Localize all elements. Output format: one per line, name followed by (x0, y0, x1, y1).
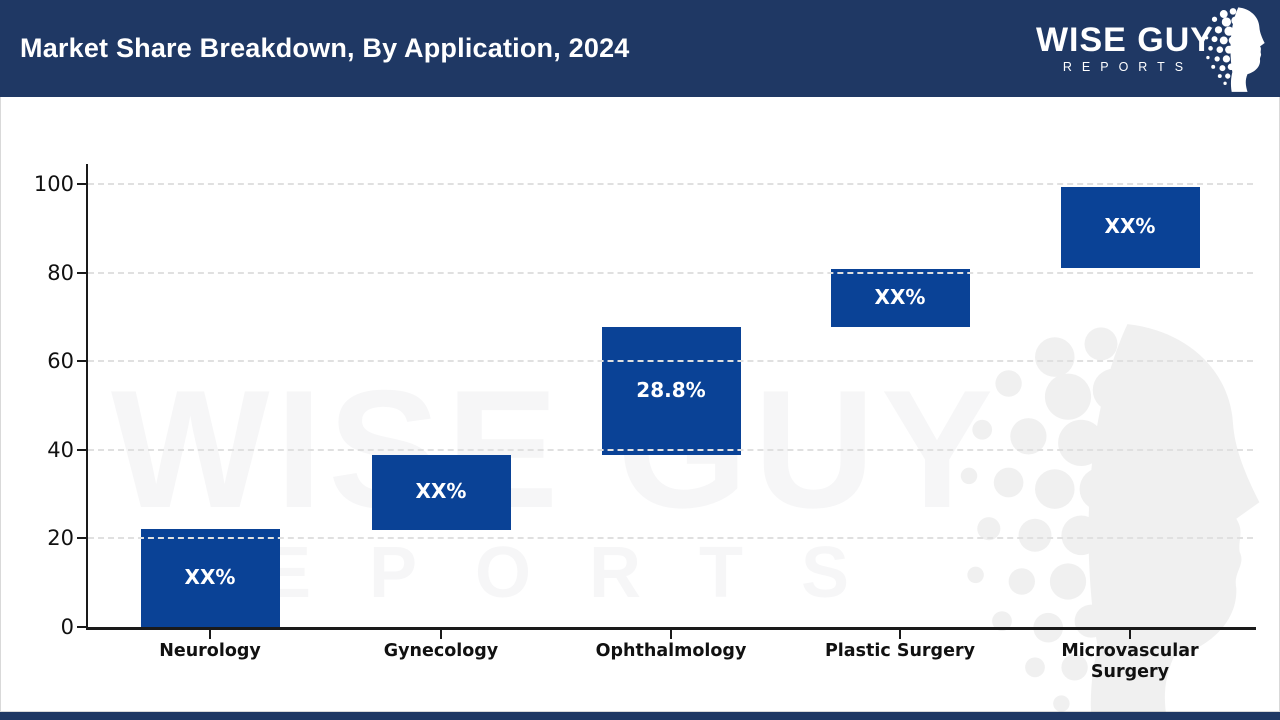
chart-title: Market Share Breakdown, By Application, … (20, 33, 630, 63)
gridline-20 (88, 537, 1253, 540)
y-tick-label-40: 40 (47, 437, 74, 462)
category-label-neurology: Neurology (159, 641, 261, 661)
y-tick-80 (77, 271, 86, 274)
x-axis-line (86, 627, 1256, 630)
y-tick-40 (77, 448, 86, 451)
category-label-ophthalmology: Ophthalmology (595, 641, 747, 661)
x-tick-2 (670, 630, 672, 639)
bar-microvascular: XX% (1060, 186, 1200, 268)
bar-value-label: XX% (184, 565, 236, 590)
x-tick-1 (440, 630, 442, 639)
y-tick-100 (77, 183, 86, 185)
logo-wordmark: WISE GUY (1035, 21, 1214, 59)
y-tick-label-20: 20 (47, 526, 74, 551)
y-tick-60 (77, 360, 86, 363)
bar-value-label: XX% (874, 284, 926, 309)
logo-subtitle: REPORTS (1062, 60, 1194, 74)
y-tick-label-0: 0 (60, 615, 74, 639)
category-label-gynecology: Gynecology (383, 641, 499, 661)
gridline-40 (88, 448, 1253, 451)
wise-guy-reports-logo: WISE GUY REPORTS (1036, 6, 1280, 92)
x-tick-3 (899, 630, 901, 639)
bar-ophthalmology: 28.8% (601, 327, 741, 455)
category-label-microvascular: Microvascular Surgery (1061, 641, 1199, 682)
y-tick-0 (77, 626, 86, 628)
y-tick-label-80: 80 (47, 260, 74, 285)
y-tick-20 (77, 537, 86, 540)
y-tick-label-100: 100 (33, 172, 74, 196)
bar-value-label: XX% (1104, 214, 1156, 239)
gridline-100 (88, 183, 1253, 185)
x-tick-4 (1129, 630, 1131, 639)
bar-value-label: 28.8% (636, 377, 706, 402)
bar-plastic-surgery: XX% (830, 268, 970, 327)
y-tick-label-60: 60 (47, 349, 74, 374)
gridline-60 (88, 360, 1253, 363)
logo-text: WISE GUY REPORTS (1036, 23, 1214, 74)
bar-neurology: XX% (140, 529, 280, 627)
footer-bar (0, 712, 1280, 720)
category-label-plastic-surgery: Plastic Surgery (824, 641, 975, 661)
bar-value-label: XX% (415, 479, 467, 504)
x-tick-0 (209, 630, 211, 639)
y-axis-line (86, 164, 88, 629)
bar-gynecology: XX% (371, 454, 511, 530)
gridline-80 (88, 271, 1253, 274)
header-bar: Market Share Breakdown, By Application, … (0, 0, 1280, 97)
